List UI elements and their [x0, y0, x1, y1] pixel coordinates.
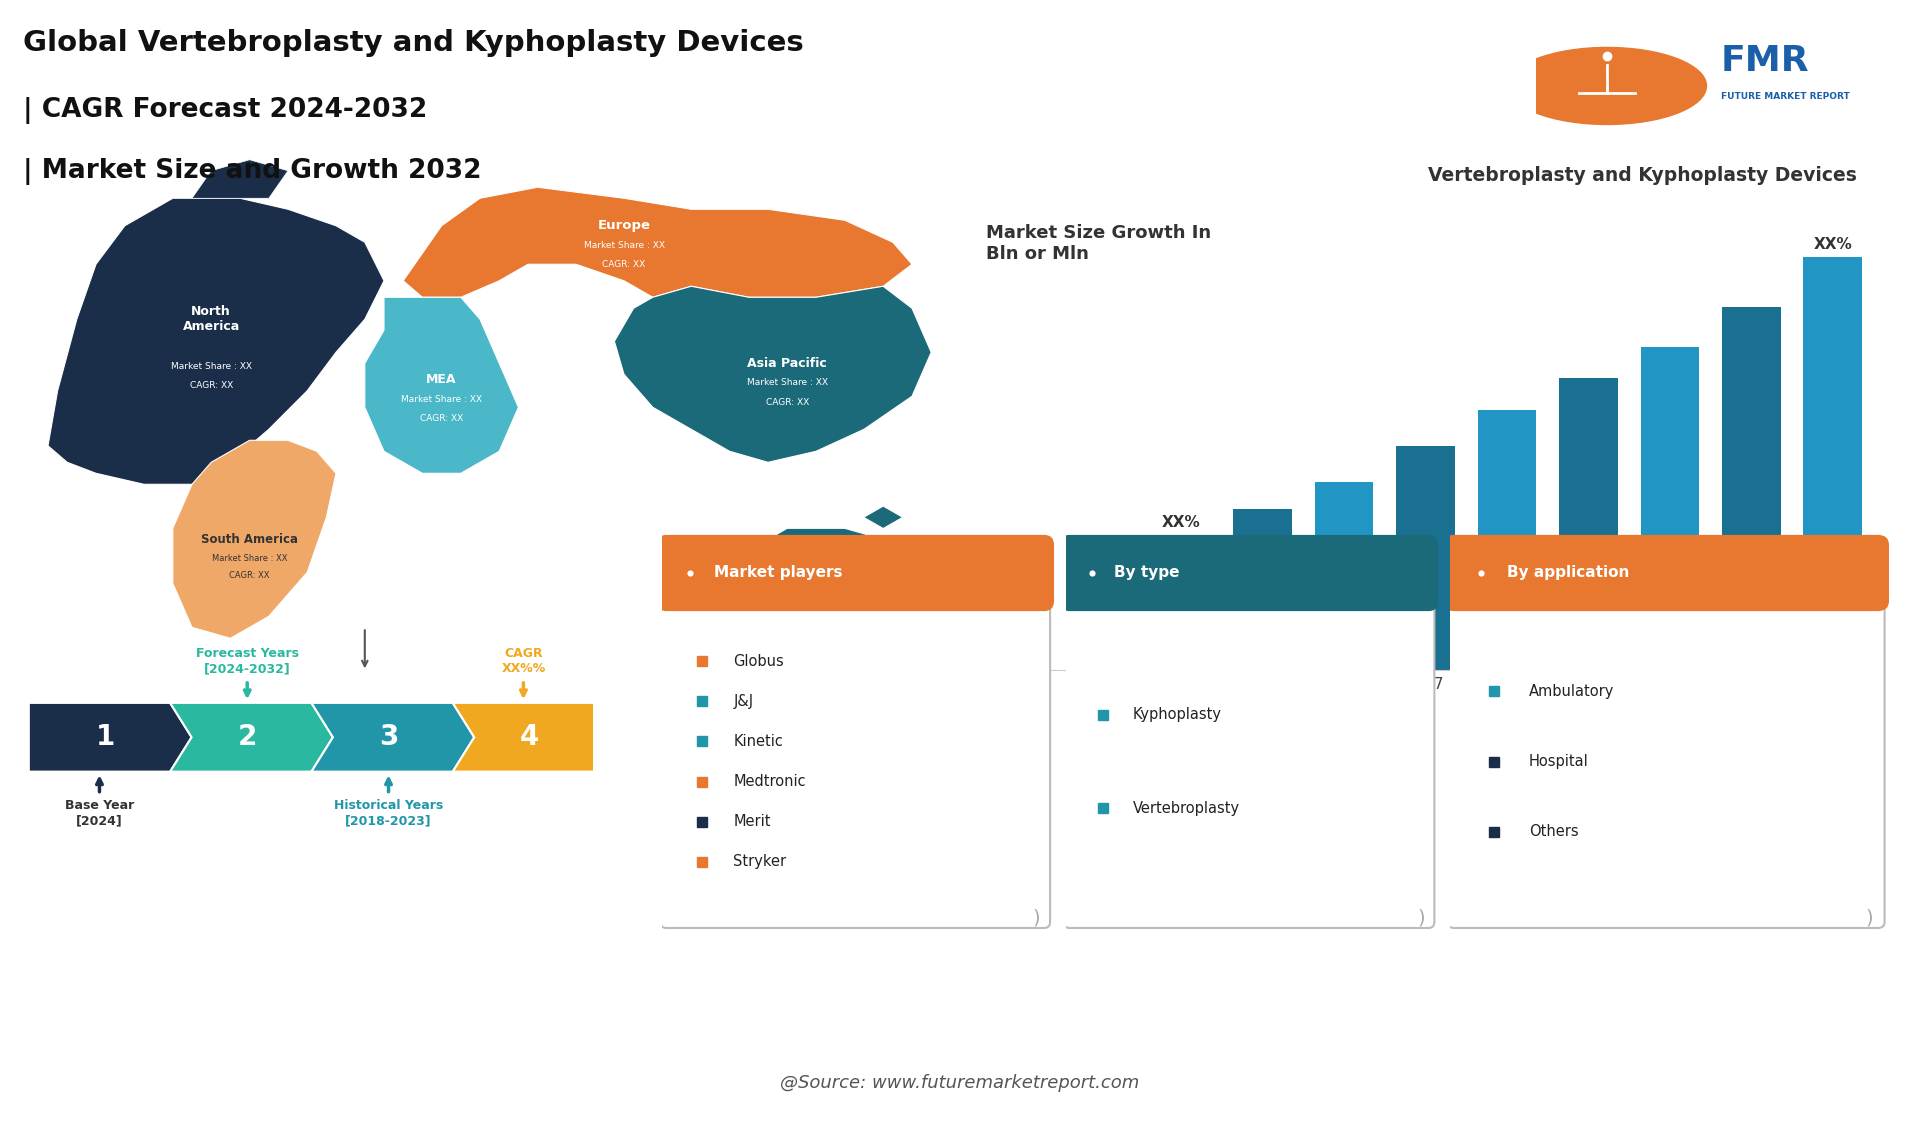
- Text: ): ): [1417, 909, 1425, 928]
- Text: Market Share : XX: Market Share : XX: [211, 555, 288, 564]
- Polygon shape: [48, 198, 384, 485]
- Text: 1: 1: [96, 723, 115, 752]
- Text: Kyphoplasty: Kyphoplasty: [1133, 707, 1221, 722]
- Text: | CAGR Forecast 2024-2032: | CAGR Forecast 2024-2032: [23, 97, 428, 125]
- Text: Vertebroplasty: Vertebroplasty: [1133, 801, 1240, 816]
- Text: North
America: North America: [182, 305, 240, 333]
- Bar: [1478, 410, 1536, 670]
- Circle shape: [1507, 47, 1707, 125]
- Text: CAGR: XX: CAGR: XX: [228, 571, 271, 580]
- Text: South America: South America: [202, 533, 298, 545]
- Polygon shape: [453, 702, 593, 771]
- Text: 2: 2: [238, 723, 257, 752]
- Text: CAGR: XX: CAGR: XX: [766, 398, 808, 407]
- Text: | Market Size and Growth 2032: | Market Size and Growth 2032: [23, 158, 482, 186]
- FancyBboxPatch shape: [657, 535, 1054, 611]
- Bar: [1396, 446, 1455, 670]
- FancyBboxPatch shape: [1060, 535, 1438, 611]
- Bar: [989, 581, 1048, 670]
- Text: CAGR: XX: CAGR: XX: [603, 260, 645, 269]
- Text: CAGR
XX%%: CAGR XX%%: [501, 647, 545, 675]
- Text: Vertebroplasty and Kyphoplasty Devices: Vertebroplasty and Kyphoplasty Devices: [1428, 166, 1857, 186]
- Polygon shape: [192, 159, 288, 198]
- Text: FUTURE MARKET REPORT: FUTURE MARKET REPORT: [1720, 93, 1849, 102]
- Polygon shape: [614, 286, 931, 462]
- Text: Market Share : XX: Market Share : XX: [171, 362, 252, 371]
- Polygon shape: [173, 440, 336, 638]
- Text: MEA: MEA: [426, 374, 457, 386]
- Bar: [1559, 378, 1619, 670]
- Text: @Source: www.futuremarketreport.com: @Source: www.futuremarketreport.com: [780, 1074, 1140, 1092]
- Text: Market Share : XX: Market Share : XX: [584, 241, 664, 250]
- Text: Market players: Market players: [714, 565, 843, 581]
- Text: Ambulatory: Ambulatory: [1528, 684, 1615, 699]
- Text: Base Year
[2024]: Base Year [2024]: [65, 799, 134, 827]
- FancyBboxPatch shape: [1444, 535, 1889, 611]
- Text: J&J: J&J: [733, 693, 753, 709]
- Text: 3: 3: [378, 723, 397, 752]
- Text: Hospital: Hospital: [1528, 754, 1590, 769]
- Text: Europe: Europe: [597, 219, 651, 233]
- FancyBboxPatch shape: [660, 603, 1050, 928]
- Text: 4: 4: [520, 723, 540, 752]
- Bar: [1640, 347, 1699, 670]
- Text: FMR: FMR: [1720, 45, 1809, 78]
- Polygon shape: [749, 528, 883, 595]
- Text: Others: Others: [1528, 824, 1578, 839]
- Text: Market Share : XX: Market Share : XX: [401, 394, 482, 403]
- Bar: [1803, 257, 1862, 670]
- Text: Asia Pacific: Asia Pacific: [747, 356, 828, 370]
- Text: Stryker: Stryker: [733, 854, 787, 870]
- Bar: [1071, 558, 1129, 670]
- Polygon shape: [311, 702, 474, 771]
- Text: CAGR: XX: CAGR: XX: [420, 414, 463, 423]
- Bar: [1233, 509, 1292, 670]
- Text: CAGR: XX: CAGR: XX: [190, 380, 232, 390]
- Text: Global Vertebroplasty and Kyphoplasty Devices: Global Vertebroplasty and Kyphoplasty De…: [23, 29, 804, 56]
- Polygon shape: [864, 507, 902, 528]
- Text: Forecast Years
[2024-2032]: Forecast Years [2024-2032]: [196, 647, 300, 675]
- Text: XX%: XX%: [1812, 237, 1853, 252]
- Text: ): ): [1866, 909, 1872, 928]
- Text: Kinetic: Kinetic: [733, 733, 783, 749]
- Bar: [1315, 481, 1373, 670]
- FancyBboxPatch shape: [1448, 603, 1885, 928]
- FancyBboxPatch shape: [1064, 603, 1434, 928]
- Text: Historical Years
[2018-2023]: Historical Years [2018-2023]: [334, 799, 444, 827]
- Polygon shape: [403, 187, 912, 297]
- Polygon shape: [171, 702, 332, 771]
- Polygon shape: [29, 702, 192, 771]
- Text: XX%: XX%: [1162, 516, 1200, 531]
- Text: By type: By type: [1114, 565, 1179, 581]
- Text: Market Share : XX: Market Share : XX: [747, 378, 828, 387]
- Text: Merit: Merit: [733, 814, 770, 830]
- Polygon shape: [365, 297, 518, 473]
- Text: ): ): [1033, 909, 1041, 928]
- Bar: [1722, 306, 1780, 670]
- Text: Market Size Growth In
Bln or Mln: Market Size Growth In Bln or Mln: [985, 223, 1212, 262]
- Text: Medtronic: Medtronic: [733, 774, 806, 790]
- Text: By application: By application: [1507, 565, 1630, 581]
- Bar: [1152, 535, 1212, 670]
- Text: Globus: Globus: [733, 653, 783, 669]
